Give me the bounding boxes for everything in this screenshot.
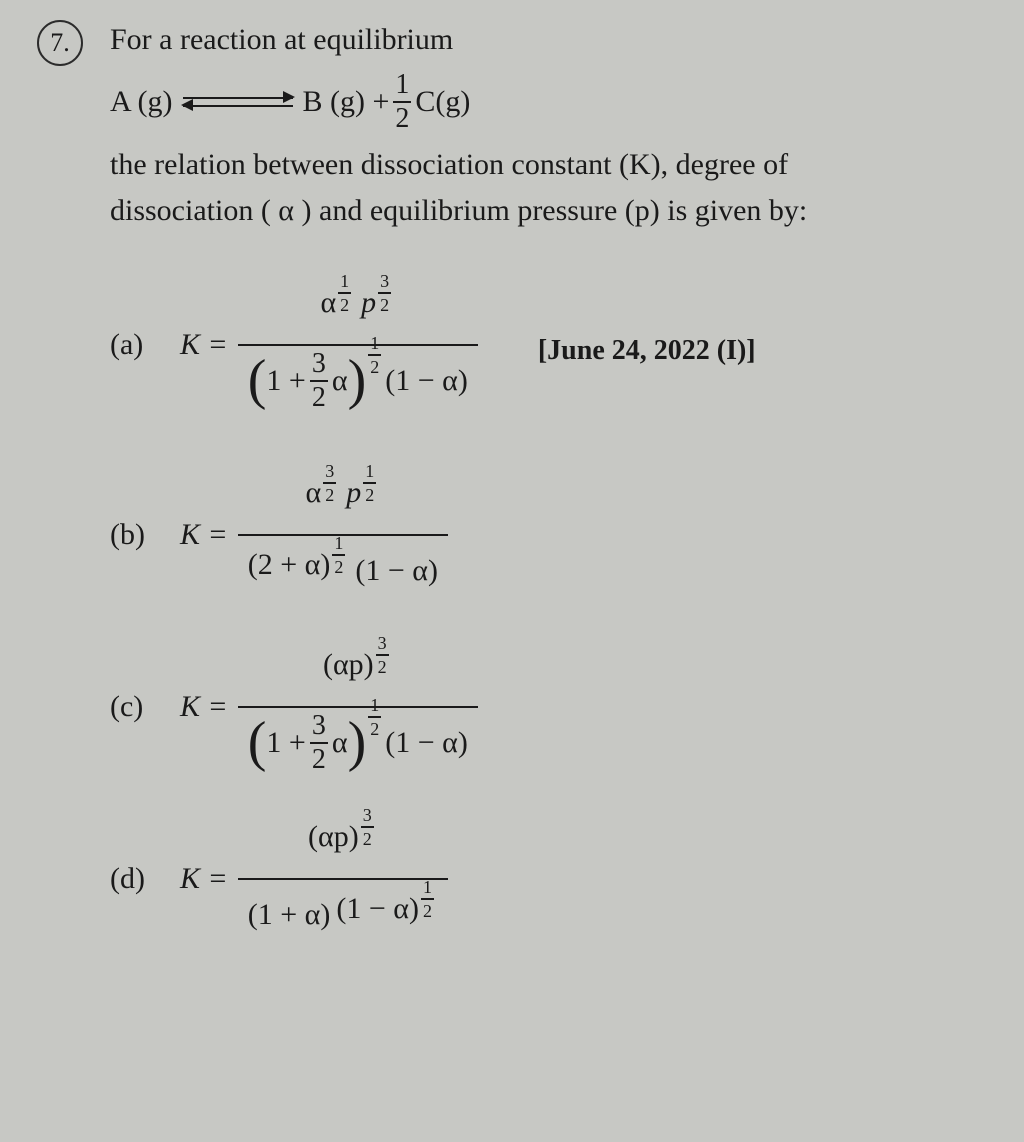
option-a-denominator: ( 1 + 32 α ) 12	[238, 346, 478, 416]
stem-line-3: dissociation ( α ) and equilibrium press…	[110, 191, 984, 232]
option-a-row: (a) K = α 12	[110, 256, 984, 446]
paren-1-3-2-alpha: ( 1 + 32 α ) 12	[248, 350, 385, 412]
p-3-2: p 32	[361, 288, 395, 330]
option-c-label: (c)	[110, 690, 180, 724]
one-minus-alpha-1-2: (1 − α) 12	[336, 894, 438, 936]
equilibrium-arrow-icon	[183, 88, 293, 116]
question-number-container: 7.	[30, 20, 90, 66]
p-1-2: p 12	[346, 478, 380, 520]
alpha-half: α 12	[320, 288, 355, 330]
three-half: 32	[310, 350, 328, 412]
k-equals-d: K =	[180, 862, 228, 896]
option-a-label: (a)	[110, 328, 180, 362]
option-a-fraction: α 12 p 32	[238, 274, 478, 416]
option-a: (a) K = α 12	[110, 274, 478, 416]
option-d-label: (d)	[110, 862, 180, 896]
reaction-rhs-2: C(g)	[415, 85, 470, 119]
reaction-lhs: A (g)	[110, 85, 173, 119]
option-b-fraction: α 32 p 12	[238, 464, 448, 606]
half-num: 1	[393, 71, 411, 101]
k-equals-c: K =	[180, 690, 228, 724]
option-d-denominator: (1 + α) (1 − α) 12	[238, 880, 448, 950]
exp-1-2: 12	[338, 272, 351, 314]
reaction-equation: A (g) B (g) + 1 2 C(g)	[110, 71, 984, 133]
paren-1-3-2-alpha-c: ( 1 + 32 α ) 12	[248, 712, 385, 774]
option-b-numerator: α 32 p 12	[296, 464, 391, 534]
k-equals: K =	[180, 328, 228, 362]
question-row: 7. For a reaction at equilibrium A (g) B…	[30, 20, 984, 980]
alpha-3-2: α 32	[306, 478, 341, 520]
options: (a) K = α 12	[110, 256, 984, 950]
reaction-rhs-1: B (g) +	[303, 85, 390, 119]
question-body: For a reaction at equilibrium A (g) B (g…	[90, 20, 984, 980]
option-c: (c) K = (αp) 32	[110, 636, 984, 778]
alpha-base: α	[320, 288, 336, 318]
question-number-text: 7.	[50, 28, 70, 58]
option-c-denominator: ( 1 + 32 α ) 12	[238, 708, 478, 778]
page: 7. For a reaction at equilibrium A (g) B…	[0, 0, 1024, 1000]
option-b-label: (b)	[110, 518, 180, 552]
option-d-numerator: (αp) 32	[298, 808, 388, 878]
option-a-numerator: α 12 p 32	[310, 274, 405, 344]
half-fraction: 1 2	[393, 71, 411, 133]
option-c-fraction: (αp) 32 ( 1 +	[238, 636, 478, 778]
k-equals-b: K =	[180, 518, 228, 552]
option-b-denominator: (2 + α) 12 (1 − α)	[238, 536, 448, 606]
date-note: [June 24, 2022 (I)]	[538, 335, 756, 367]
option-b: (b) K = α 32 p	[110, 464, 984, 606]
alpha-p-3-2: (αp) 32	[323, 650, 393, 692]
one-minus-alpha: (1 − α)	[385, 366, 468, 396]
exp-1-2-b: 12	[368, 334, 381, 376]
question-number: 7.	[37, 20, 83, 66]
option-c-numerator: (αp) 32	[313, 636, 403, 706]
option-d: (d) K = (αp) 32	[110, 808, 984, 950]
exp-3-2: 32	[378, 272, 391, 314]
stem-line-2: the relation between dissociation consta…	[110, 145, 984, 186]
stem-line-1: For a reaction at equilibrium	[110, 20, 984, 61]
half-den: 2	[393, 103, 411, 133]
p-base: p	[361, 288, 376, 318]
alpha-p-3-2-d: (αp) 32	[308, 822, 378, 864]
option-d-fraction: (αp) 32 (1 + α) (1 − α)	[238, 808, 448, 950]
two-plus-alpha-1-2: (2 + α) 12	[248, 550, 350, 592]
